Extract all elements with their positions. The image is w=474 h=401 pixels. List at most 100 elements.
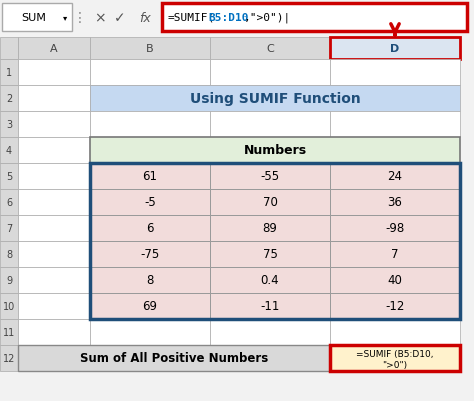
- Text: 7: 7: [391, 248, 399, 261]
- Bar: [0, 345, 18, 371]
- Text: B5:D10: B5:D10: [209, 13, 249, 23]
- Bar: [330, 267, 460, 293]
- Bar: [18, 38, 90, 60]
- Text: B: B: [146, 44, 154, 54]
- Bar: [210, 215, 330, 241]
- Text: D: D: [391, 44, 400, 54]
- Text: 2: 2: [6, 94, 12, 104]
- Bar: [18, 112, 90, 138]
- Bar: [0, 215, 18, 241]
- Bar: [90, 164, 210, 190]
- Text: Using SUMIF Function: Using SUMIF Function: [190, 92, 360, 106]
- Bar: [0, 319, 18, 345]
- Text: -12: -12: [385, 300, 405, 313]
- Bar: [0, 112, 18, 138]
- Bar: [330, 241, 460, 267]
- Text: ✓: ✓: [114, 11, 126, 25]
- Text: -5: -5: [144, 196, 156, 209]
- Bar: [90, 215, 210, 241]
- Text: A: A: [50, 44, 58, 54]
- Text: 11: 11: [3, 327, 15, 337]
- Text: ×: ×: [94, 11, 106, 25]
- Text: 75: 75: [263, 248, 277, 261]
- Bar: [18, 86, 90, 112]
- Text: -55: -55: [260, 170, 280, 183]
- Bar: [18, 60, 90, 86]
- Bar: [0, 267, 18, 293]
- Text: ,">0")|: ,">0")|: [244, 13, 291, 23]
- Bar: [18, 215, 90, 241]
- Text: 61: 61: [143, 170, 157, 183]
- Bar: [90, 86, 460, 112]
- Bar: [210, 293, 330, 319]
- Bar: [210, 112, 330, 138]
- Bar: [18, 293, 90, 319]
- Text: 0.4: 0.4: [261, 274, 279, 287]
- Text: Numbers: Numbers: [244, 144, 307, 157]
- Bar: [330, 319, 460, 345]
- Text: fx: fx: [139, 12, 151, 24]
- Bar: [210, 60, 330, 86]
- Text: 69: 69: [143, 300, 157, 313]
- Text: 4: 4: [6, 146, 12, 156]
- Text: 5: 5: [6, 172, 12, 182]
- Bar: [0, 138, 18, 164]
- Bar: [162, 4, 467, 32]
- Bar: [330, 345, 460, 371]
- Bar: [330, 38, 460, 60]
- Text: 36: 36: [388, 196, 402, 209]
- Bar: [18, 241, 90, 267]
- Text: 8: 8: [6, 249, 12, 259]
- Text: 89: 89: [263, 222, 277, 235]
- Bar: [210, 267, 330, 293]
- Text: 10: 10: [3, 301, 15, 311]
- Text: 12: 12: [3, 353, 15, 363]
- Bar: [18, 190, 90, 215]
- Text: C: C: [266, 44, 274, 54]
- Text: -75: -75: [140, 248, 160, 261]
- Bar: [330, 293, 460, 319]
- Bar: [210, 190, 330, 215]
- Text: 8: 8: [146, 274, 154, 287]
- Bar: [90, 38, 210, 60]
- Bar: [90, 164, 460, 319]
- Bar: [210, 319, 330, 345]
- Bar: [18, 345, 330, 371]
- Bar: [0, 164, 18, 190]
- Bar: [18, 164, 90, 190]
- Text: 7: 7: [6, 223, 12, 233]
- Text: 6: 6: [6, 198, 12, 207]
- Bar: [330, 112, 460, 138]
- Text: ⋮: ⋮: [73, 11, 87, 25]
- Bar: [2, 4, 72, 32]
- Bar: [90, 319, 210, 345]
- Bar: [0, 190, 18, 215]
- Bar: [18, 138, 90, 164]
- Text: SUM: SUM: [21, 13, 46, 23]
- Text: -11: -11: [260, 300, 280, 313]
- Bar: [90, 267, 210, 293]
- Text: 9: 9: [6, 275, 12, 285]
- Bar: [330, 190, 460, 215]
- Text: 6: 6: [146, 222, 154, 235]
- Text: =SUMIF(: =SUMIF(: [168, 13, 215, 23]
- Bar: [90, 112, 210, 138]
- Bar: [18, 267, 90, 293]
- Bar: [330, 60, 460, 86]
- Bar: [330, 215, 460, 241]
- Text: 40: 40: [388, 274, 402, 287]
- Bar: [330, 164, 460, 190]
- Bar: [0, 38, 18, 60]
- Text: 3: 3: [6, 120, 12, 130]
- Bar: [90, 190, 210, 215]
- Text: ▾: ▾: [63, 14, 67, 22]
- Bar: [90, 241, 210, 267]
- Text: 70: 70: [263, 196, 277, 209]
- Bar: [0, 60, 18, 86]
- Text: =SUMIF (B5:D10,: =SUMIF (B5:D10,: [356, 350, 434, 358]
- Bar: [90, 138, 460, 164]
- Bar: [90, 60, 210, 86]
- Bar: [0, 86, 18, 112]
- Text: 1: 1: [6, 68, 12, 78]
- Bar: [0, 0, 474, 38]
